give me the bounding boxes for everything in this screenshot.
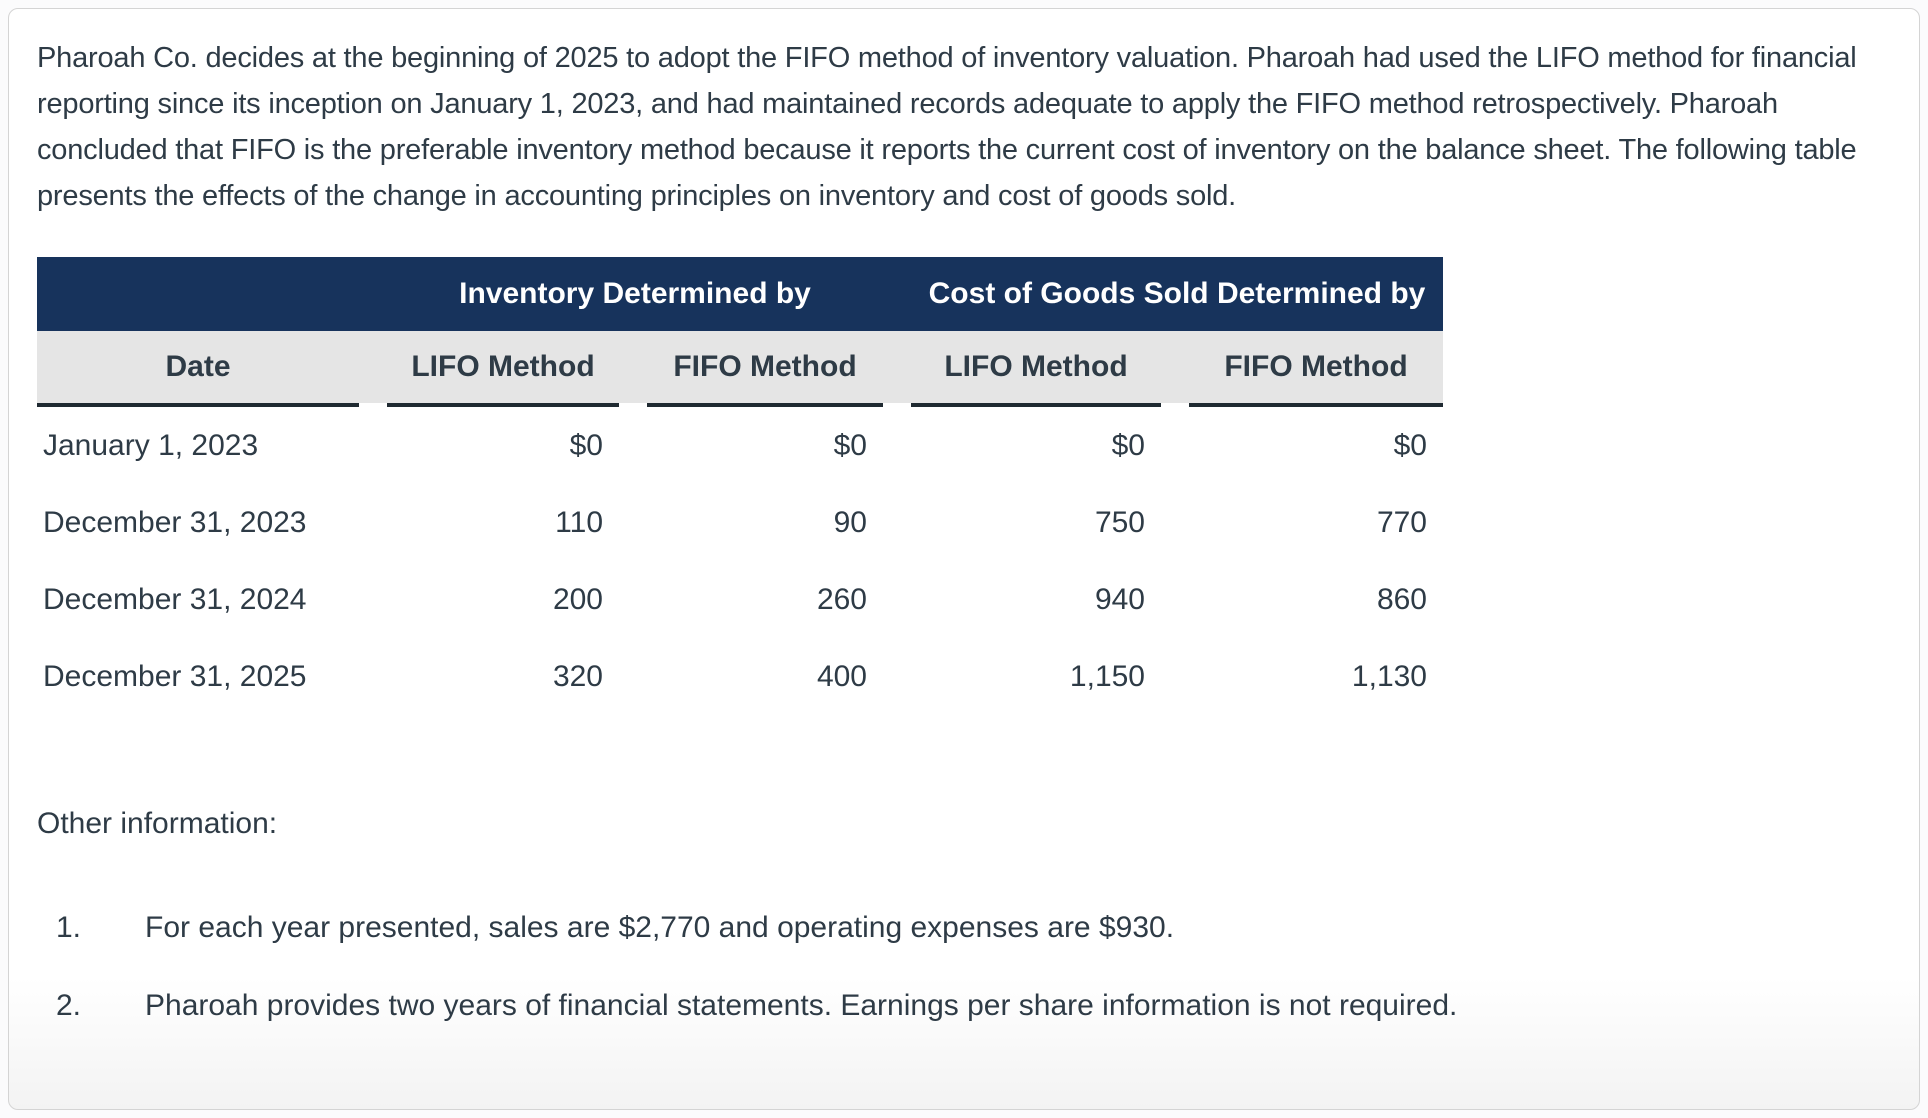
header-rule-segment: [647, 403, 883, 407]
header-rule-segment: [1189, 403, 1443, 407]
row-lifo-inventory: $0: [569, 428, 603, 462]
table-column-header-row: Date LIFO Method FIFO Method LIFO Method…: [37, 331, 1443, 403]
table-row: December 31, 2024 200 260 940 860: [37, 561, 1443, 638]
list-item: 1. For each year presented, sales are $2…: [37, 905, 1891, 951]
table-group-header-cogs: Cost of Goods Sold Determined by: [928, 277, 1426, 310]
row-date: December 31, 2023: [43, 505, 307, 539]
inventory-table: Inventory Determined by Cost of Goods So…: [37, 257, 1443, 715]
row-fifo-inventory: $0: [833, 428, 867, 462]
header-rule-segment: [37, 403, 359, 407]
table-row: December 31, 2023 110 90 750 770: [37, 484, 1443, 561]
column-header-date: Date: [165, 350, 231, 383]
list-item-number: 1.: [56, 911, 82, 944]
header-rule-segment: [911, 403, 1161, 407]
column-header-lifo-inventory: LIFO Method: [411, 350, 595, 383]
header-rule-segment: [387, 403, 619, 407]
row-lifo-inventory: 110: [555, 505, 603, 539]
other-information-heading: Other information:: [37, 807, 278, 840]
table-row: January 1, 2023 $0 $0 $0 $0: [37, 407, 1443, 484]
question-card: Pharoah Co. decides at the beginning of …: [8, 8, 1920, 1110]
row-fifo-cogs: 860: [1376, 582, 1427, 616]
row-lifo-cogs: $0: [1111, 428, 1145, 462]
row-lifo-cogs: 1,150: [1069, 659, 1145, 693]
table-group-header-row: Inventory Determined by Cost of Goods So…: [37, 257, 1443, 331]
row-lifo-cogs: 750: [1094, 505, 1145, 539]
row-fifo-inventory: 90: [833, 505, 867, 539]
column-header-fifo-inventory: FIFO Method: [673, 350, 857, 383]
list-item-text: Pharoah provides two years of financial …: [145, 989, 1458, 1022]
row-fifo-cogs: $0: [1393, 428, 1427, 462]
column-header-lifo-cogs: LIFO Method: [944, 350, 1128, 383]
list-item-number: 2.: [56, 989, 82, 1022]
table-header-rule: [37, 403, 1443, 407]
row-date: December 31, 2024: [43, 582, 307, 616]
problem-statement: Pharoah Co. decides at the beginning of …: [37, 42, 1857, 212]
row-fifo-inventory: 260: [816, 582, 867, 616]
row-fifo-cogs: 770: [1376, 505, 1427, 539]
column-header-fifo-cogs: FIFO Method: [1224, 350, 1408, 383]
table-row: December 31, 2025 320 400 1,150 1,130: [37, 638, 1443, 715]
row-date: January 1, 2023: [43, 428, 259, 462]
list-item-text: For each year presented, sales are $2,77…: [145, 911, 1175, 944]
row-lifo-cogs: 940: [1094, 582, 1145, 616]
list-item: 2. Pharoah provides two years of financi…: [37, 983, 1891, 1029]
other-information-list: 1. For each year presented, sales are $2…: [37, 905, 1891, 1029]
table-group-header-inventory: Inventory Determined by: [459, 277, 811, 310]
row-date: December 31, 2025: [43, 659, 307, 693]
row-fifo-cogs: 1,130: [1351, 659, 1427, 693]
row-fifo-inventory: 400: [816, 659, 867, 693]
row-lifo-inventory: 320: [552, 659, 603, 693]
row-lifo-inventory: 200: [552, 582, 603, 616]
